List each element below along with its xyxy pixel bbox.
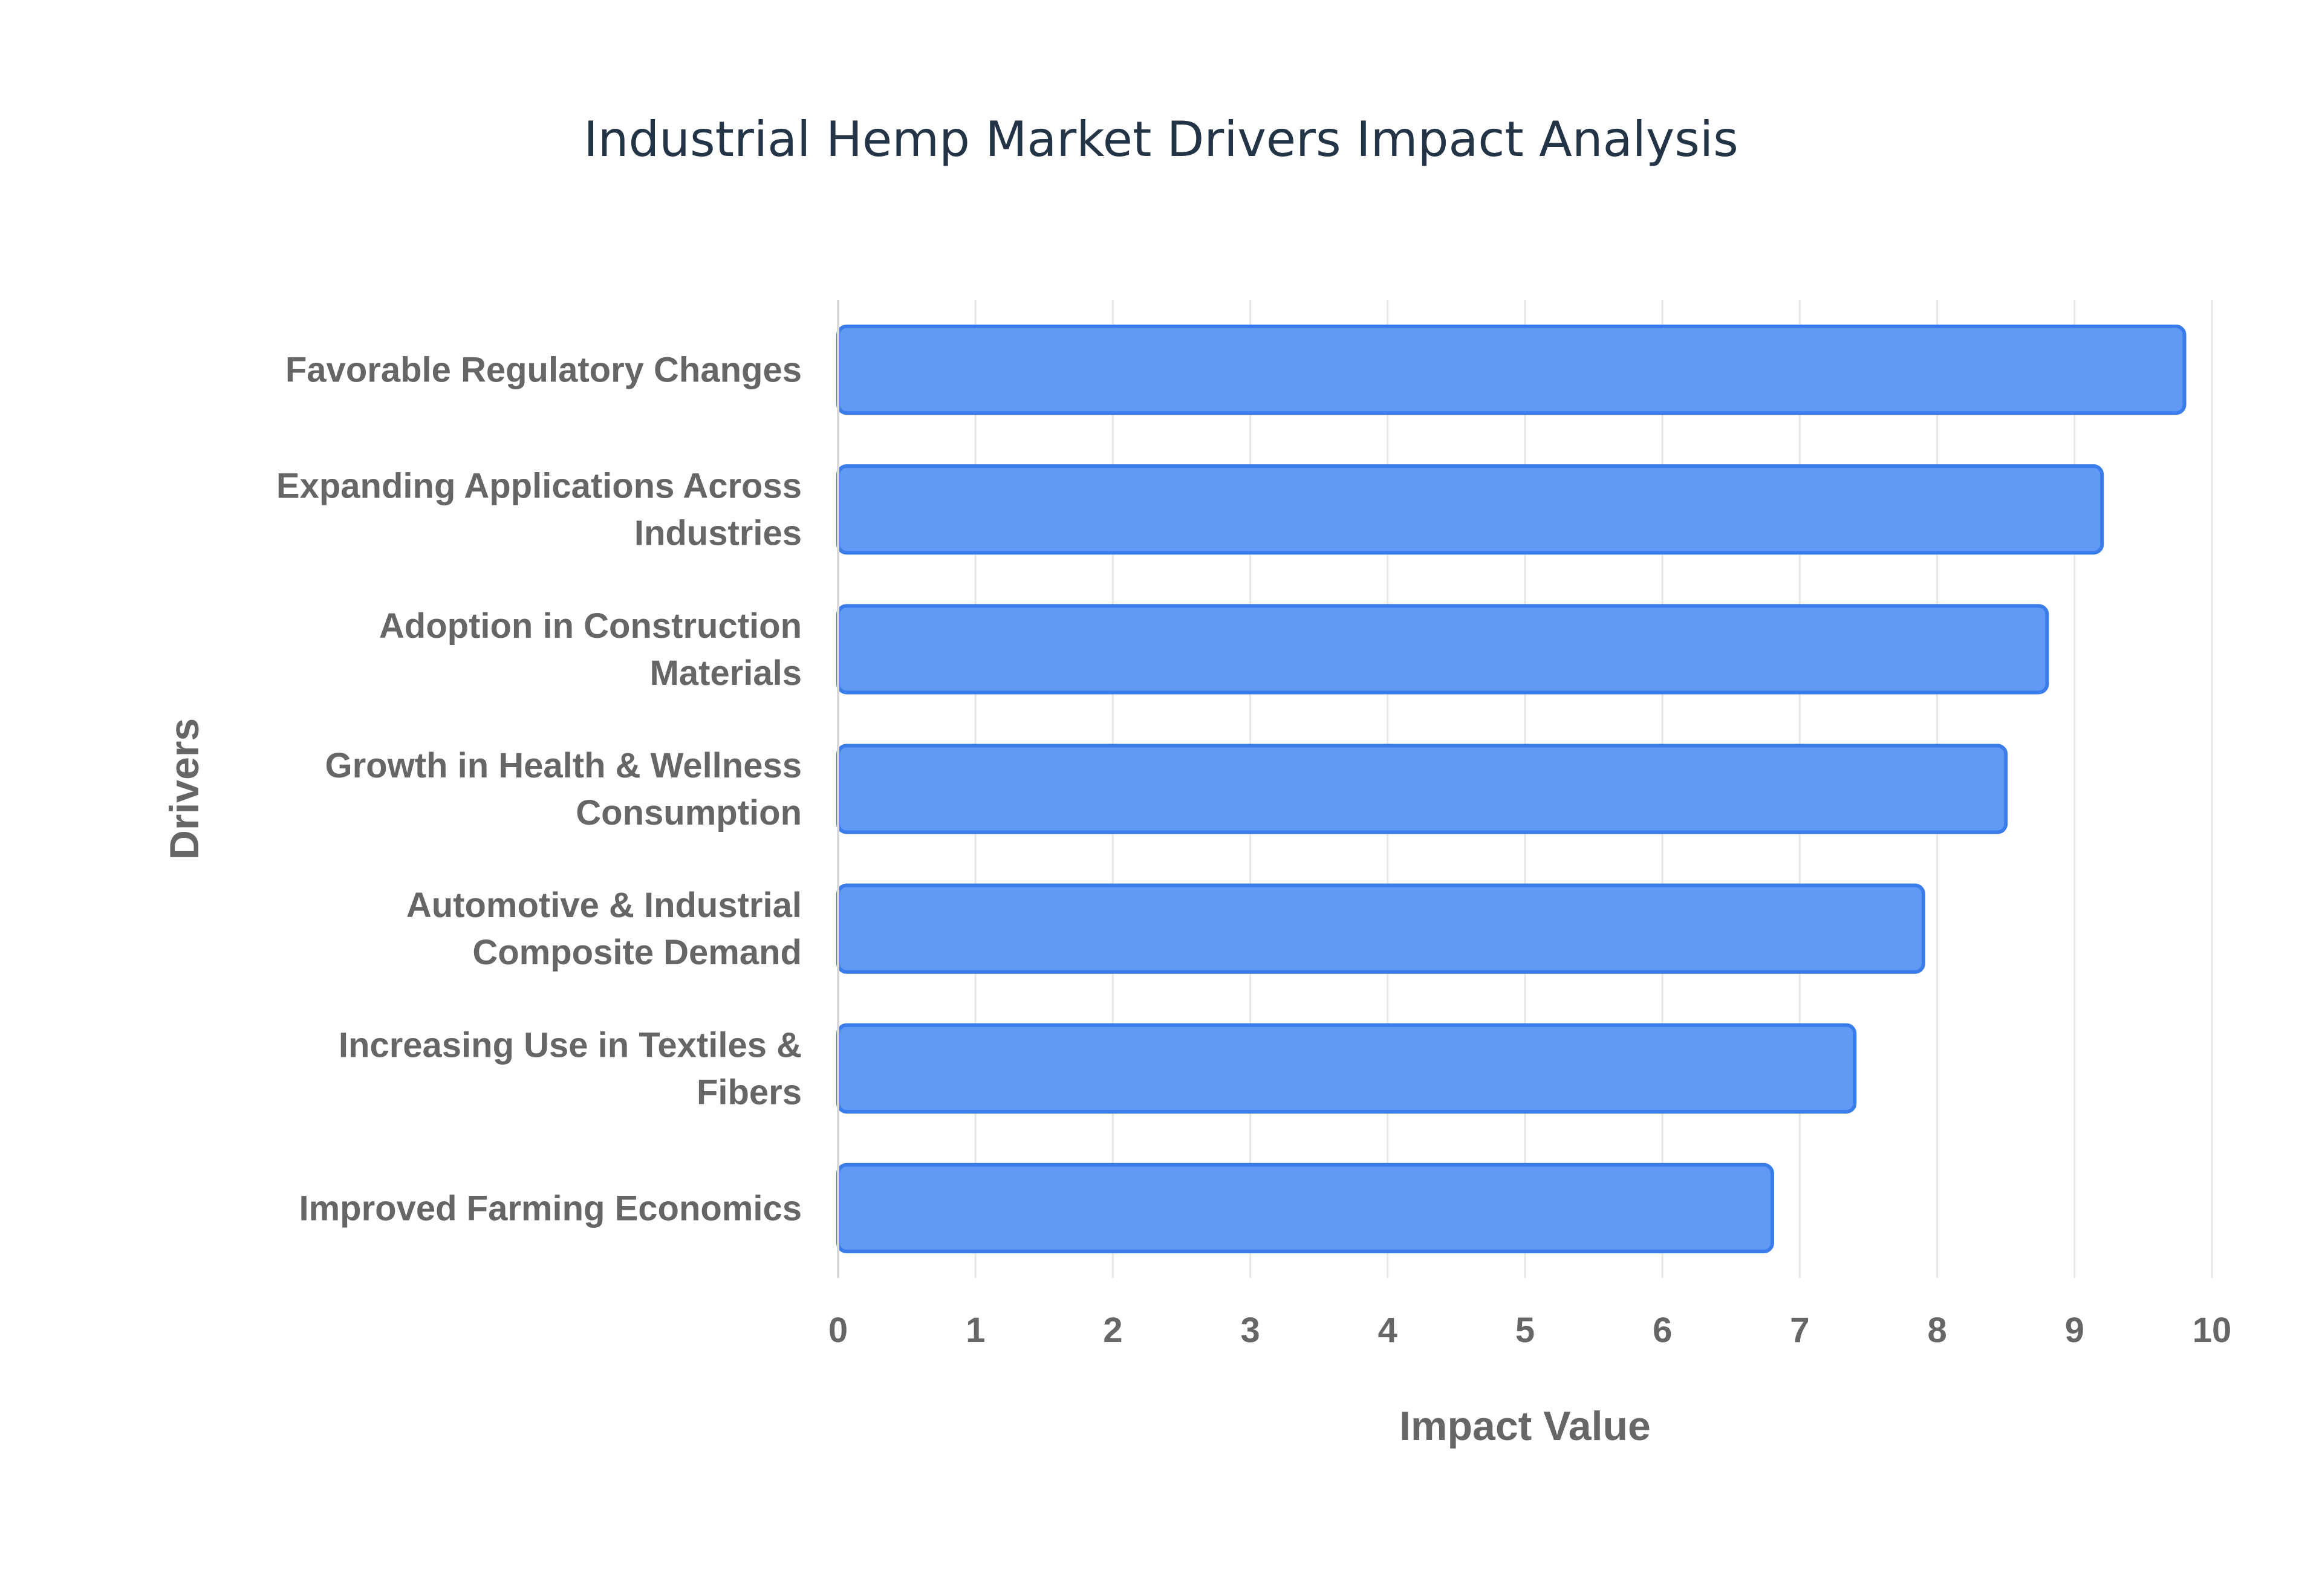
x-tick-label: 5	[1515, 1311, 1535, 1350]
bar	[836, 324, 2187, 415]
y-tick-label: Improved Farming Economics	[299, 1189, 802, 1228]
bar	[836, 1023, 1857, 1114]
x-tick-label: 10	[2193, 1311, 2232, 1350]
chart-title: Industrial Hemp Market Drivers Impact An…	[584, 111, 1738, 167]
x-tick-label: 6	[1653, 1311, 1672, 1350]
x-axis-tick-labels: 0 1 2 3 4 5 6 7 8 9 10	[828, 1311, 2231, 1350]
x-tick-label: 1	[966, 1311, 985, 1350]
y-tick-label: Adoption in Construction Materials	[379, 606, 802, 693]
y-tick-label: Growth in Health & Wellness Consumption	[325, 746, 802, 832]
y-axis-title: Drivers	[161, 718, 207, 860]
y-tick-label: Increasing Use in Textiles & Fibers	[339, 1025, 802, 1112]
bar	[836, 1163, 1774, 1254]
x-tick-label: 9	[2065, 1311, 2084, 1350]
bar	[836, 604, 2049, 695]
bar	[836, 883, 1925, 974]
x-tick-label: 0	[828, 1311, 848, 1350]
x-tick-label: 4	[1378, 1311, 1397, 1350]
x-tick-label: 8	[1927, 1311, 1946, 1350]
x-tick-label: 2	[1103, 1311, 1122, 1350]
y-axis-tick-labels: Favorable Regulatory Changes Expanding Ap…	[276, 351, 802, 1228]
y-tick-label: Expanding Applications Across Industries	[276, 467, 802, 553]
bar	[836, 464, 2104, 555]
bar	[836, 744, 2008, 834]
y-tick-label: Automotive & Industrial Composite Demand	[406, 886, 802, 972]
x-tick-label: 3	[1240, 1311, 1260, 1350]
y-tick-label: Favorable Regulatory Changes	[285, 351, 802, 390]
x-axis-title: Impact Value	[1399, 1403, 1651, 1449]
bars	[836, 324, 2187, 1254]
x-tick-label: 7	[1790, 1311, 1809, 1350]
